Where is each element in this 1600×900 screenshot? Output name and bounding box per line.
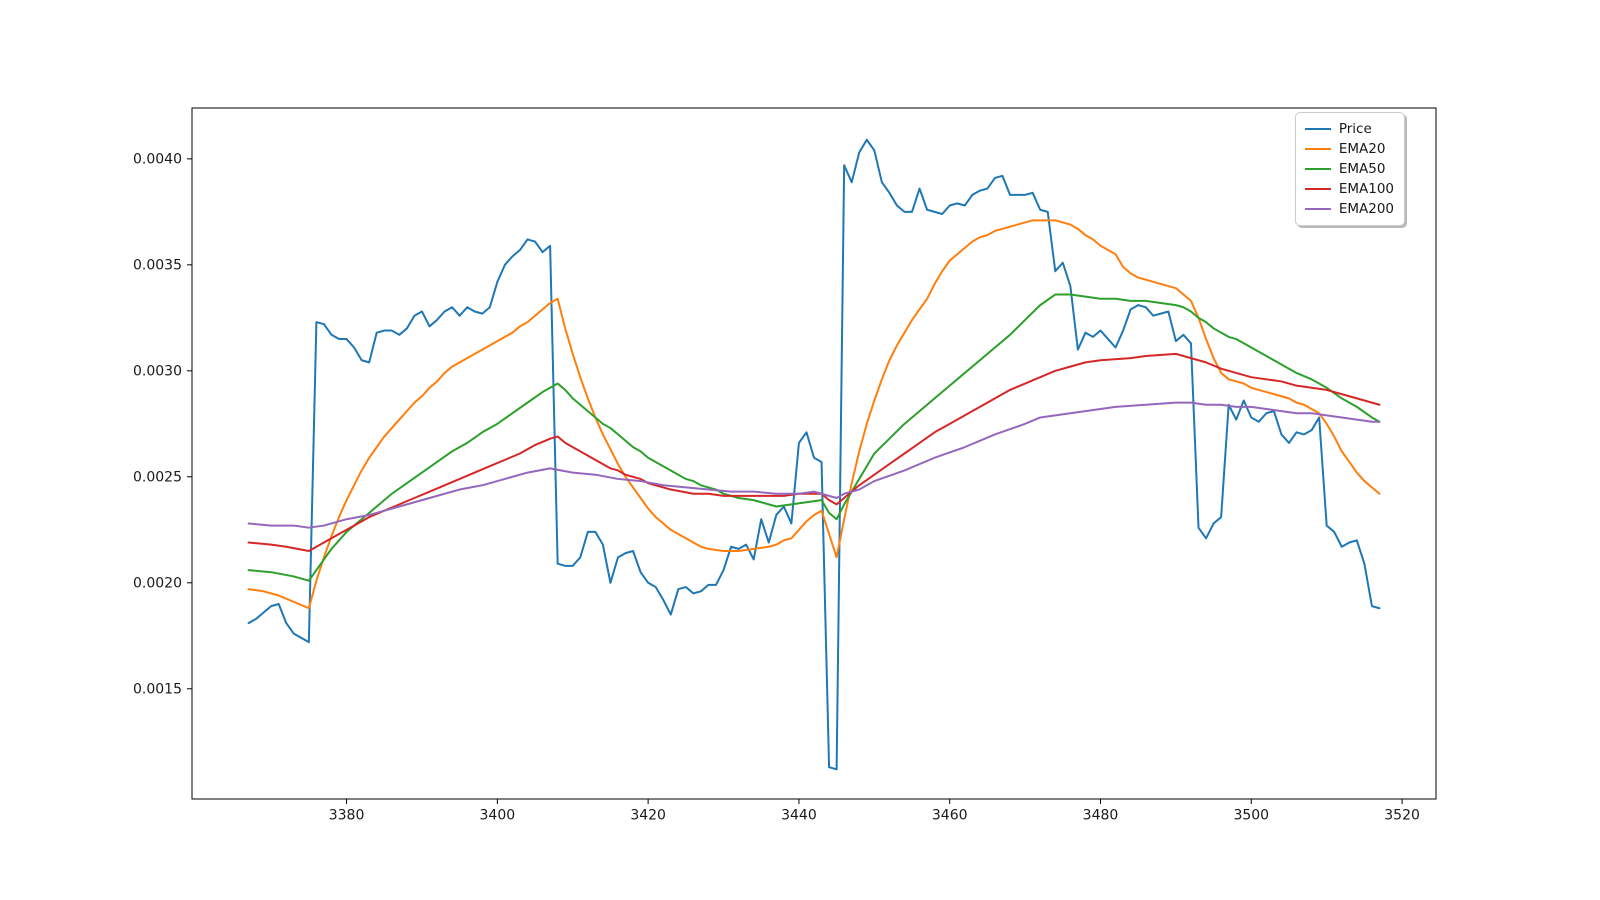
series-line-ema200 [247,401,1381,529]
legend-item-ema20: EMA20 [1304,140,1394,158]
y-axis-tick-label: 0.0025 [133,470,182,486]
legend-line-swatch [1304,208,1331,210]
series-line-ema100 [247,352,1381,552]
x-axis-tick-label: 3420 [630,808,666,824]
legend-item-price: Price [1304,120,1394,138]
series-line-ema20 [247,219,1381,610]
series-line-ema50 [247,293,1381,582]
x-axis-tick-label: 3440 [781,808,817,824]
legend-item-ema50: EMA50 [1304,160,1394,178]
legend-line-swatch [1304,128,1331,130]
legend-label: EMA20 [1338,141,1386,157]
plot-border [191,107,1437,800]
legend-item-ema200: EMA200 [1304,200,1394,218]
x-axis-tick-label: 3480 [1083,808,1119,824]
legend-label: EMA50 [1338,161,1386,177]
y-axis-tick-label: 0.0020 [133,576,182,592]
legend-label: Price [1338,121,1372,137]
x-axis-tick-label: 3380 [329,808,365,824]
x-axis-tick-label: 3460 [932,808,968,824]
x-axis-tick-label: 3520 [1384,808,1420,824]
legend-label: EMA100 [1338,181,1394,197]
legend-line-swatch [1304,168,1331,170]
legend-item-ema100: EMA100 [1304,180,1394,198]
y-axis-tick-label: 0.0035 [133,258,182,274]
legend: Price EMA20 EMA50 EMA100 EMA200 [1294,112,1405,226]
legend-label: EMA200 [1338,201,1394,217]
legend-line-swatch [1304,148,1331,150]
y-axis-tick-label: 0.0040 [133,152,182,168]
series-line-price [247,138,1381,771]
x-axis-tick-label: 3400 [480,808,516,824]
x-axis-tick-label: 3500 [1233,808,1269,824]
y-axis-tick-label: 0.0015 [133,682,182,698]
y-axis-tick-label: 0.0030 [133,364,182,380]
legend-line-swatch [1304,188,1331,190]
